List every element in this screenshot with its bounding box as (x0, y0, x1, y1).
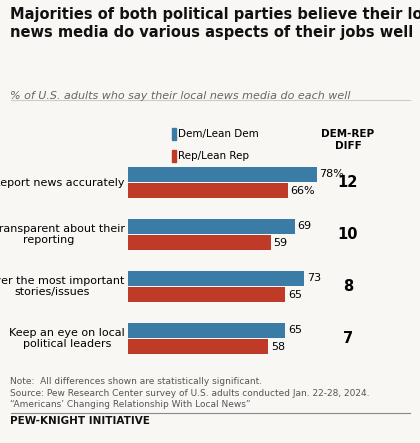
Text: 8: 8 (343, 279, 353, 294)
Text: PEW-KNIGHT INITIATIVE: PEW-KNIGHT INITIATIVE (10, 416, 150, 426)
Text: DEM-REP
DIFF: DEM-REP DIFF (321, 129, 375, 151)
Bar (129, 339, 268, 354)
Text: 73: 73 (307, 273, 321, 283)
Text: 59: 59 (273, 238, 288, 248)
Text: 10: 10 (338, 227, 358, 242)
Text: 66%: 66% (291, 186, 315, 196)
Text: Cover the most important
stories/issues: Cover the most important stories/issues (0, 276, 125, 297)
Text: 65: 65 (288, 325, 302, 335)
Text: Are transparent about their
reporting: Are transparent about their reporting (0, 224, 125, 245)
Text: Rep/Lean Rep: Rep/Lean Rep (178, 151, 249, 161)
Bar (129, 288, 285, 303)
Text: Keep an eye on local
political leaders: Keep an eye on local political leaders (9, 328, 125, 350)
Bar (172, 150, 176, 162)
Bar (129, 235, 271, 250)
Text: 78%: 78% (320, 169, 344, 179)
Text: 65: 65 (288, 290, 302, 300)
Bar (172, 128, 176, 140)
Text: Note:  All differences shown are statistically significant.: Note: All differences shown are statisti… (10, 377, 262, 386)
Text: 7: 7 (343, 331, 353, 346)
Bar (129, 167, 317, 182)
Text: % of U.S. adults who say their local news media do each well: % of U.S. adults who say their local new… (10, 91, 351, 101)
Text: 69: 69 (298, 222, 312, 231)
Text: Dem/Lean Dem: Dem/Lean Dem (178, 129, 259, 139)
Bar (129, 183, 288, 198)
Text: Majorities of both political parties believe their local
news media do various a: Majorities of both political parties bel… (10, 7, 420, 40)
Text: 12: 12 (338, 175, 358, 190)
Text: “Americans’ Changing Relationship With Local News”: “Americans’ Changing Relationship With L… (10, 400, 251, 409)
Bar (129, 323, 285, 338)
Text: Source: Pew Research Center survey of U.S. adults conducted Jan. 22-28, 2024.: Source: Pew Research Center survey of U.… (10, 389, 370, 398)
Bar (129, 219, 295, 234)
Bar (129, 271, 304, 286)
Text: Report news accurately: Report news accurately (0, 178, 125, 188)
Text: 58: 58 (271, 342, 285, 352)
